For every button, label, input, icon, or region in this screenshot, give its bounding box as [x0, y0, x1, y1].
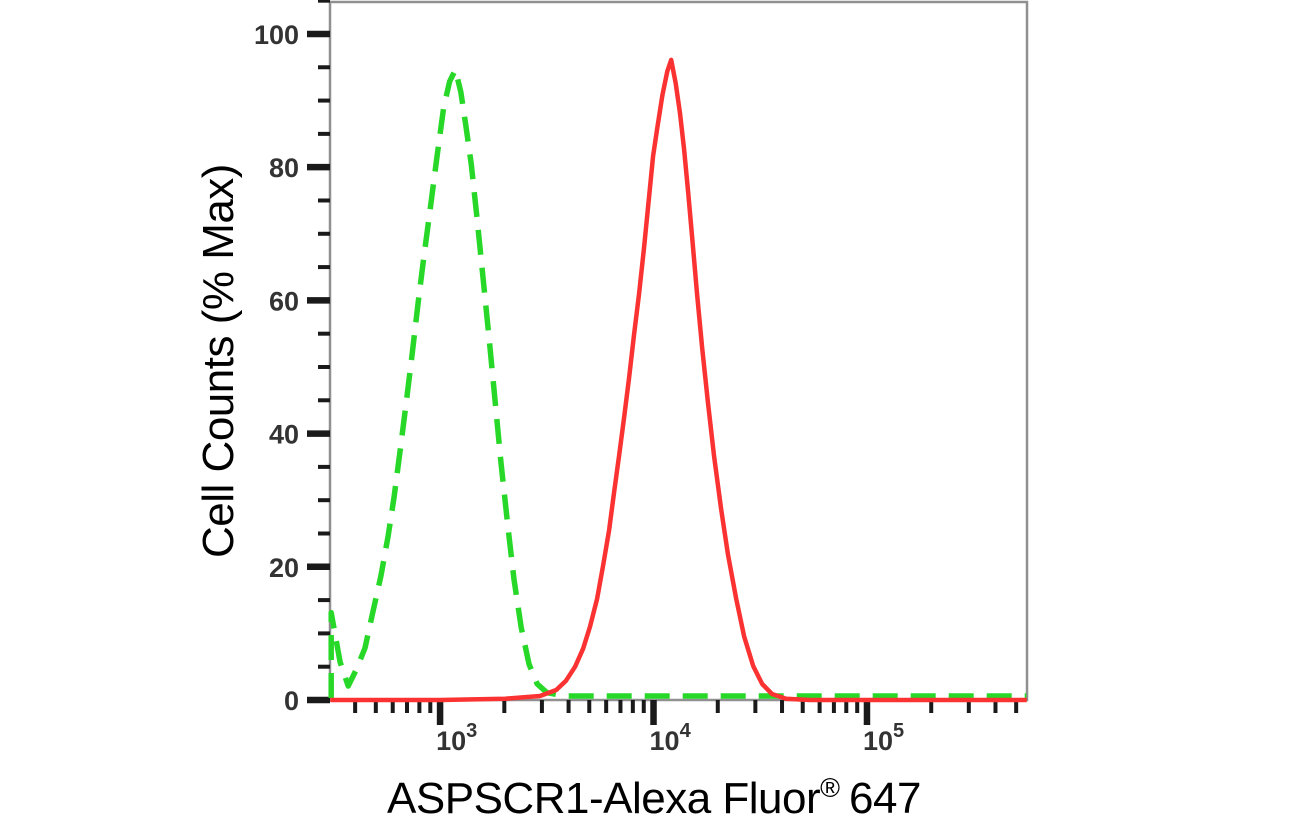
series-curve-control-dashed-green [328, 67, 1027, 699]
y-tick-label-60: 60 [269, 286, 299, 316]
y-tick-label-20: 20 [269, 553, 299, 583]
x-tick-label-1e3: 103 [436, 720, 477, 756]
x-axis-title-number: 647 [849, 774, 921, 823]
x-axis-title-text: ASPSCR1-Alexa Fluor [387, 774, 821, 823]
y-axis-title: Cell Counts (% Max) [194, 164, 243, 558]
series-curve-ASPSCR1-solid-red [330, 57, 1027, 703]
y-tick-label-40: 40 [269, 420, 299, 450]
x-axis-title: ASPSCR1-Alexa Fluor® 647 [387, 773, 921, 824]
registered-trademark-icon: ® [820, 773, 841, 803]
x-tick-label-1e5: 105 [863, 720, 904, 756]
y-tick-label-0: 0 [284, 686, 299, 716]
x-tick-label-1e4: 104 [650, 720, 692, 756]
plot-frame [328, 0, 1029, 702]
y-tick-label-80: 80 [269, 153, 299, 183]
y-tick-label-100: 100 [254, 20, 299, 50]
